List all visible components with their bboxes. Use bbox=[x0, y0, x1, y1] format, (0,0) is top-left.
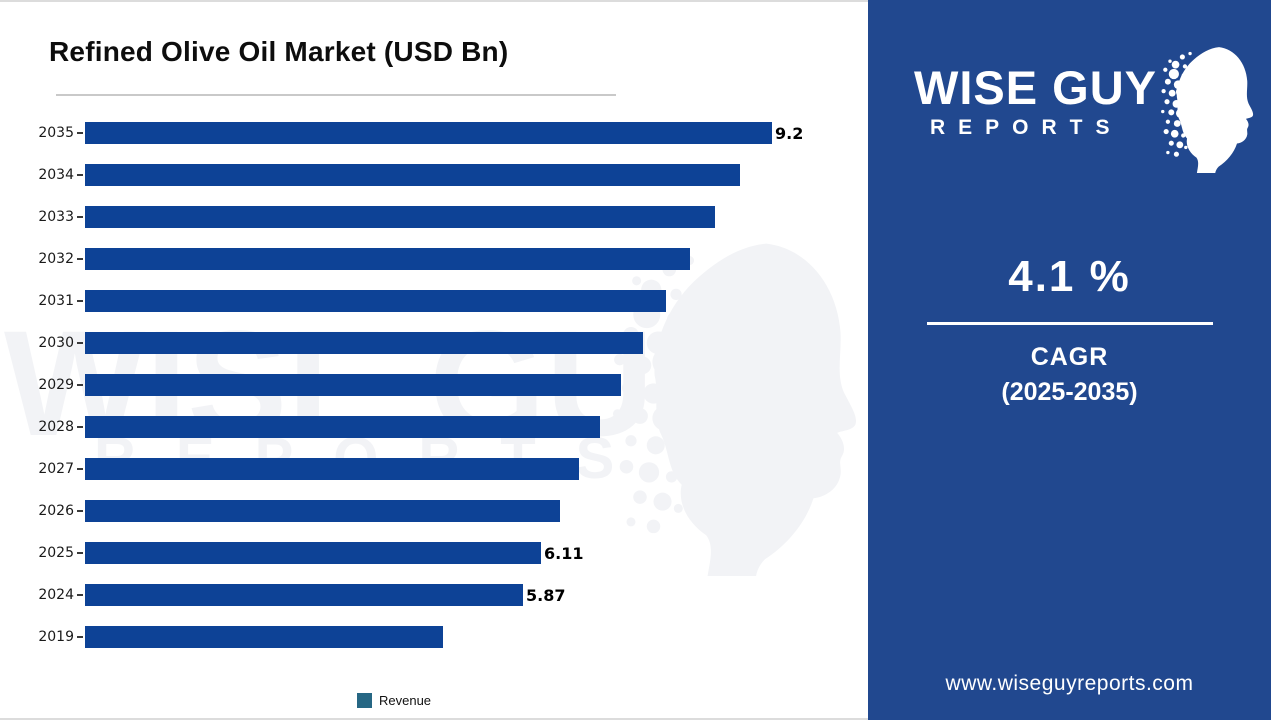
y-tick-mark bbox=[77, 132, 83, 134]
title-underline bbox=[56, 94, 616, 96]
bar-row: 2030 bbox=[0, 322, 868, 364]
bar-row: 2024 5.87 bbox=[0, 574, 868, 616]
wiseguy-face-icon bbox=[1155, 45, 1255, 173]
bar-value-label: 5.87 bbox=[526, 585, 566, 605]
y-tick-mark bbox=[77, 510, 83, 512]
bar-row: 2032 bbox=[0, 238, 868, 280]
y-tick-mark bbox=[77, 258, 83, 260]
chart-title: Refined Olive Oil Market (USD Bn) bbox=[49, 36, 509, 67]
bar-row: 2033 bbox=[0, 196, 868, 238]
y-tick-label: 2024 bbox=[38, 587, 74, 603]
y-tick-mark bbox=[77, 384, 83, 386]
bar-row: 2034 bbox=[0, 154, 868, 196]
revenue-bar bbox=[85, 332, 643, 354]
y-tick-label: 2027 bbox=[38, 461, 74, 477]
cagr-divider bbox=[926, 322, 1213, 325]
y-tick-mark bbox=[77, 468, 83, 470]
y-tick-mark bbox=[77, 342, 83, 344]
y-tick-label: 2035 bbox=[38, 125, 74, 141]
bar-row: 2029 bbox=[0, 364, 868, 406]
y-tick-label: 2025 bbox=[38, 545, 74, 561]
bar-row: 2027 bbox=[0, 448, 868, 490]
revenue-bar bbox=[85, 164, 740, 186]
revenue-bar bbox=[85, 626, 443, 648]
bar-row: 2025 6.11 bbox=[0, 532, 868, 574]
revenue-bar bbox=[85, 500, 560, 522]
brand-panel: WISE GUY REPORTS 4.1 % CAGR (2025-2035) … bbox=[868, 0, 1271, 720]
legend-swatch bbox=[357, 693, 372, 708]
wiseguy-logo: WISE GUY REPORTS bbox=[868, 40, 1271, 175]
cagr-value: 4.1 % bbox=[1008, 252, 1131, 301]
y-tick-label: 2030 bbox=[38, 335, 74, 351]
y-tick-label: 2028 bbox=[38, 419, 74, 435]
logo-wordmark: WISE GUY bbox=[914, 61, 1158, 114]
y-tick-mark bbox=[77, 552, 83, 554]
y-tick-mark bbox=[77, 594, 83, 596]
revenue-bar bbox=[85, 584, 523, 606]
y-tick-label: 2034 bbox=[38, 167, 74, 183]
y-tick-label: 2026 bbox=[38, 503, 74, 519]
revenue-bar bbox=[85, 416, 600, 438]
bar-row: 2035 9.2 bbox=[0, 112, 868, 154]
y-tick-mark bbox=[77, 636, 83, 638]
cagr-block: 4.1 % CAGR (2025-2035) bbox=[868, 252, 1271, 407]
chart-panel: WISE GUY REPORTS Refined Olive Oil Marke… bbox=[0, 0, 868, 720]
revenue-bar bbox=[85, 248, 690, 270]
bar-row: 2031 bbox=[0, 280, 868, 322]
bar-row: 2026 bbox=[0, 490, 868, 532]
y-tick-mark bbox=[77, 426, 83, 428]
revenue-bar bbox=[85, 290, 666, 312]
revenue-bar bbox=[85, 374, 621, 396]
legend: Revenue bbox=[357, 693, 431, 708]
revenue-bar bbox=[85, 458, 579, 480]
y-tick-mark bbox=[77, 300, 83, 302]
y-tick-label: 2029 bbox=[38, 377, 74, 393]
revenue-bar bbox=[85, 542, 541, 564]
y-tick-label: 2032 bbox=[38, 251, 74, 267]
revenue-bar bbox=[85, 206, 715, 228]
y-tick-label: 2031 bbox=[38, 293, 74, 309]
bar-value-label: 6.11 bbox=[544, 543, 584, 563]
y-tick-mark bbox=[77, 216, 83, 218]
cagr-label: CAGR bbox=[1030, 343, 1109, 371]
logo-reports: REPORTS bbox=[930, 116, 1123, 139]
plot-area: 2035 9.2 2034 2033 2032 2031 2030 2029 2028 2027 2… bbox=[0, 112, 868, 658]
legend-label: Revenue bbox=[379, 693, 432, 708]
bar-row: 2019 bbox=[0, 616, 868, 658]
bar-value-label: 9.2 bbox=[775, 123, 804, 143]
bar-row: 2028 bbox=[0, 406, 868, 448]
y-tick-label: 2033 bbox=[38, 209, 74, 225]
website-url: www.wiseguyreports.com bbox=[945, 672, 1194, 695]
revenue-bar bbox=[85, 122, 772, 144]
y-tick-mark bbox=[77, 174, 83, 176]
y-tick-label: 2019 bbox=[38, 629, 74, 645]
cagr-range: (2025-2035) bbox=[1001, 378, 1138, 406]
